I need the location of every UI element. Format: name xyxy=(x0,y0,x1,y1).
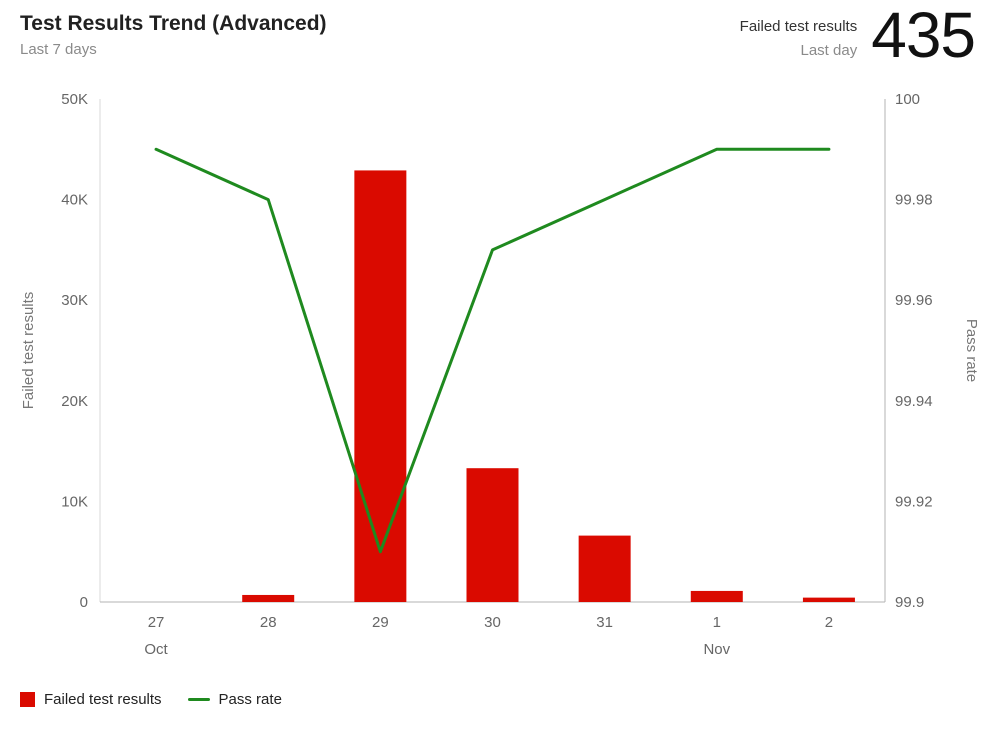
bar-failed-29[interactable] xyxy=(354,170,407,602)
left-axis-tick: 40K xyxy=(61,192,88,209)
widget-subtitle: Last 7 days xyxy=(20,41,97,58)
kpi-sublabel: Last day xyxy=(800,42,858,59)
x-axis-label: 2 xyxy=(825,614,833,631)
left-axis-tick: 10K xyxy=(61,493,88,510)
left-axis-tick: 20K xyxy=(61,393,88,410)
widget-header: Test Results Trend (Advanced) Last 7 day… xyxy=(20,12,327,58)
x-axis-label: 31 xyxy=(596,614,613,631)
right-axis-title: Pass rate xyxy=(963,319,980,382)
x-axis-month-label: Nov xyxy=(703,641,730,658)
legend-label-failed-test-results: Failed test results xyxy=(44,691,162,708)
x-axis-label: 29 xyxy=(372,614,389,631)
x-axis-label: 28 xyxy=(260,614,277,631)
pass-rate-line[interactable] xyxy=(154,147,831,554)
legend-item-pass-rate[interactable]: Pass rate xyxy=(187,691,282,708)
bar-failed-31[interactable] xyxy=(578,535,631,602)
right-axis-tick: 99.92 xyxy=(895,493,933,510)
x-axis-label: 27 xyxy=(148,614,165,631)
right-axis-tick: 99.98 xyxy=(895,192,933,209)
left-axis-tick: 50K xyxy=(61,91,88,108)
left-axis-tick: 0 xyxy=(80,594,88,611)
x-axis-month-label: Oct xyxy=(144,641,168,658)
kpi-label: Failed test results xyxy=(739,18,858,35)
kpi-value: 435 xyxy=(871,0,976,71)
right-axis-tick: 99.94 xyxy=(895,393,933,410)
bar-failed-2[interactable] xyxy=(802,597,855,602)
legend-label-pass-rate: Pass rate xyxy=(218,691,282,708)
x-axis-label: 1 xyxy=(713,614,721,631)
kpi-labels: Failed test results Last day xyxy=(740,6,858,59)
legend-item-failed-test-results[interactable]: Failed test results xyxy=(20,691,162,708)
bar-failed-30[interactable] xyxy=(466,468,519,602)
legend-swatch-failed-test-results xyxy=(20,692,35,707)
legend-swatch-pass-rate xyxy=(187,698,210,701)
bar-failed-1[interactable] xyxy=(690,590,743,602)
bar-failed-28[interactable] xyxy=(242,594,295,602)
right-axis-tick: 100 xyxy=(895,91,920,108)
right-axis-tick: 99.96 xyxy=(895,292,933,309)
left-axis-tick: 30K xyxy=(61,292,88,309)
chart-legend: Failed test results Pass rate xyxy=(20,691,282,708)
kpi-block: Failed test results Last day 435 xyxy=(740,0,976,71)
right-axis-tick: 99.9 xyxy=(895,594,924,611)
left-axis-title: Failed test results xyxy=(20,292,37,410)
page-title: Test Results Trend (Advanced) xyxy=(20,12,327,35)
x-axis-label: 30 xyxy=(484,614,501,631)
